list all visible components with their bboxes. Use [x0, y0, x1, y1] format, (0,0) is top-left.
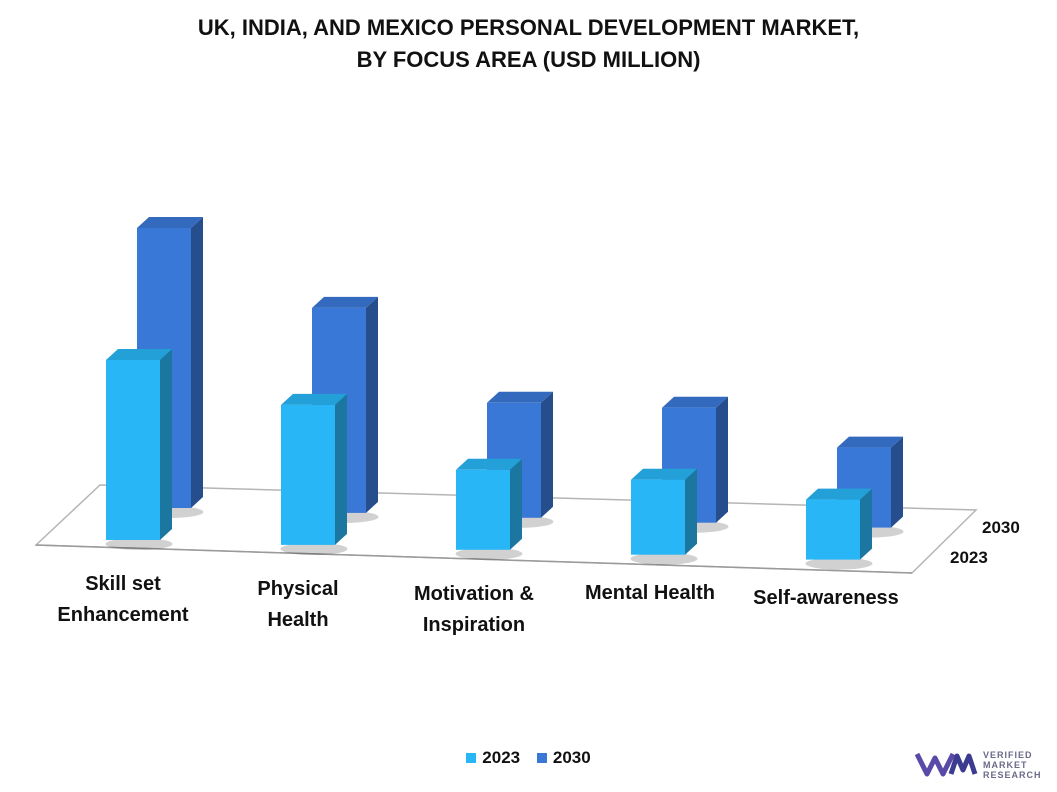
bar-2023-motivation-inspiration-side	[510, 458, 522, 550]
category-label-self-awareness-1: Self-awareness	[753, 587, 899, 609]
bar-2030-mental-health-top	[662, 396, 728, 408]
legend-item-2023: 2023	[466, 748, 520, 768]
legend: 2023 2030	[0, 748, 1057, 768]
bar-2023-self-awareness-top	[806, 488, 872, 500]
legend-swatch-2030	[536, 753, 547, 763]
category-label-physical-health-2: Health	[267, 609, 328, 631]
floor-front-edge	[35, 544, 913, 574]
category-label-motivation-inspiration-1: Motivation &	[414, 583, 534, 605]
bar-2023-self-awareness-shadow	[805, 557, 873, 570]
depth-label-2023: 2023	[950, 548, 988, 567]
depth-label-2030: 2030	[982, 518, 1020, 537]
brand-logo: VERIFIED MARKET RESEARCH	[914, 748, 1045, 788]
bar-2030-motivation-inspiration-side	[541, 391, 553, 518]
bar-2030-skill-set-enhancement-top	[137, 217, 203, 228]
bar-2023-physical-health-top	[281, 393, 347, 405]
bar-2030-self-awareness-side	[891, 436, 903, 528]
bar-2023-skill-set-enhancement	[106, 360, 160, 540]
bar-2023-physical-health-shadow	[280, 542, 348, 555]
title-line-1: UK, INDIA, AND MEXICO PERSONAL DEVELOPME…	[197, 15, 860, 40]
chart-title: UK, INDIA, AND MEXICO PERSONAL DEVELOPME…	[0, 12, 1057, 76]
bar-2030-mental-health-side	[716, 396, 728, 523]
legend-label-2023: 2023	[482, 748, 521, 767]
bar-2030-skill-set-enhancement-side	[191, 217, 203, 508]
bar-2023-motivation-inspiration-top	[456, 458, 522, 470]
title-line-2: BY FOCUS AREA (USD MILLION)	[356, 47, 701, 72]
category-label-skill-set-enhancement-2: Enhancement	[57, 604, 188, 626]
bar-2030-motivation-inspiration-top	[487, 391, 553, 403]
bar-2023-skill-set-enhancement-top	[106, 349, 172, 360]
bar-2030-self-awareness-top	[837, 436, 903, 448]
legend-item-2030: 2030	[536, 748, 591, 768]
logo-text: VERIFIED MARKET RESEARCH	[983, 750, 1042, 780]
bar-2023-mental-health-shadow	[630, 552, 698, 565]
bar-2023-mental-health-top	[631, 468, 697, 480]
legend-swatch-2023	[466, 753, 477, 763]
category-label-mental-health-1: Mental Health	[585, 582, 715, 604]
bar-2023-self-awareness-side	[860, 488, 872, 560]
bar-2023-physical-health-side	[335, 393, 347, 545]
category-label-physical-health-1: Physical	[257, 578, 338, 600]
bar-2030-physical-health-top	[312, 296, 378, 308]
bar-2023-skill-set-enhancement-side	[160, 349, 172, 540]
bar-2023-self-awareness	[806, 499, 860, 560]
bar-2023-mental-health-side	[685, 468, 697, 555]
bar-2023-motivation-inspiration	[456, 469, 510, 550]
category-label-motivation-inspiration-2: Inspiration	[423, 614, 525, 636]
category-label-skill-set-enhancement-1: Skill set	[85, 573, 161, 595]
logo-mark-icon	[914, 752, 978, 777]
bar-2030-physical-health-side	[366, 296, 378, 513]
bar-2023-skill-set-enhancement-shadow	[105, 538, 173, 550]
bar-2023-motivation-inspiration-shadow	[455, 547, 523, 560]
bar-2023-physical-health	[281, 404, 335, 545]
bar-2023-mental-health	[631, 479, 685, 555]
legend-label-2030: 2030	[552, 748, 591, 767]
